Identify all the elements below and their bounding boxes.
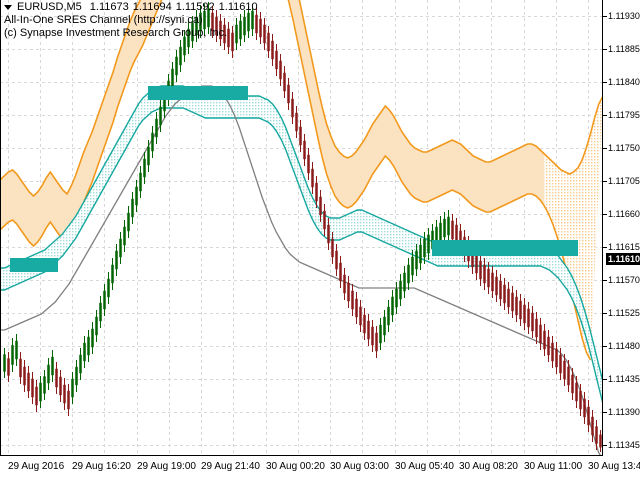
time-tick-label: 29 Aug 2016 (8, 461, 65, 472)
chart-gridlines (0, 0, 603, 455)
price-tick-mark (603, 280, 607, 281)
price-tick-label: 1.11615 (608, 242, 640, 252)
price-tick-label: 1.11570 (608, 275, 640, 285)
price-tick-mark (603, 82, 607, 83)
price-tick-mark (603, 115, 607, 116)
plot-right-border (602, 0, 603, 455)
price-tick-mark (603, 379, 607, 380)
plot-left-border (0, 0, 1, 455)
time-tick-label: 30 Aug 00:20 (266, 461, 325, 472)
sres-channel-layer (0, 0, 603, 405)
price-tick-label: 1.11345 (608, 440, 640, 450)
time-tick-label: 29 Aug 21:40 (201, 461, 260, 472)
chart-canvas (0, 0, 603, 455)
price-tick-mark (603, 181, 607, 182)
current-price-label: 1.11610 (606, 253, 640, 265)
price-tick-label: 1.11480 (608, 341, 640, 351)
price-tick-label: 1.11390 (608, 407, 640, 417)
price-tick-mark (603, 16, 607, 17)
time-tick-label: 29 Aug 16:20 (72, 461, 131, 472)
price-tick-label: 1.11885 (608, 44, 640, 54)
time-tick-label: 29 Aug 19:00 (137, 461, 196, 472)
plot-bottom-border (0, 455, 603, 456)
price-tick-mark (603, 148, 607, 149)
price-tick-label: 1.11840 (608, 77, 640, 87)
price-tick-label: 1.11660 (608, 209, 640, 219)
time-tick-label: 30 Aug 11:00 (524, 461, 583, 472)
price-tick-mark (603, 313, 607, 314)
price-tick-label: 1.11930 (608, 11, 640, 21)
support-zone-bands (10, 86, 578, 272)
price-tick-label: 1.11705 (608, 176, 640, 186)
price-tick-label: 1.11795 (608, 110, 640, 120)
price-chart-plot[interactable] (0, 0, 603, 455)
price-tick-mark (603, 346, 607, 347)
price-tick-mark (603, 214, 607, 215)
price-axis[interactable]: 1.11930 1.11885 1.11840 1.11795 1.11750 1.117… (603, 0, 640, 455)
price-tick-mark (603, 247, 607, 248)
candlestick-series (3, 2, 602, 452)
time-tick-label: 30 Aug 13:40 (588, 461, 640, 472)
time-axis[interactable]: 29 Aug 2016 29 Aug 16:20 29 Aug 19:00 29 Au… (0, 455, 640, 480)
moving-average-line (0, 85, 601, 455)
price-tick-mark (603, 49, 607, 50)
price-tick-label: 1.11525 (608, 308, 640, 318)
time-tick-label: 30 Aug 08:20 (459, 461, 518, 472)
price-tick-mark (603, 445, 607, 446)
price-tick-mark (603, 412, 607, 413)
price-tick-label: 1.11435 (608, 374, 640, 384)
time-tick-label: 30 Aug 05:40 (395, 461, 454, 472)
price-tick-label: 1.11750 (608, 143, 640, 153)
time-tick-label: 30 Aug 03:00 (330, 461, 389, 472)
